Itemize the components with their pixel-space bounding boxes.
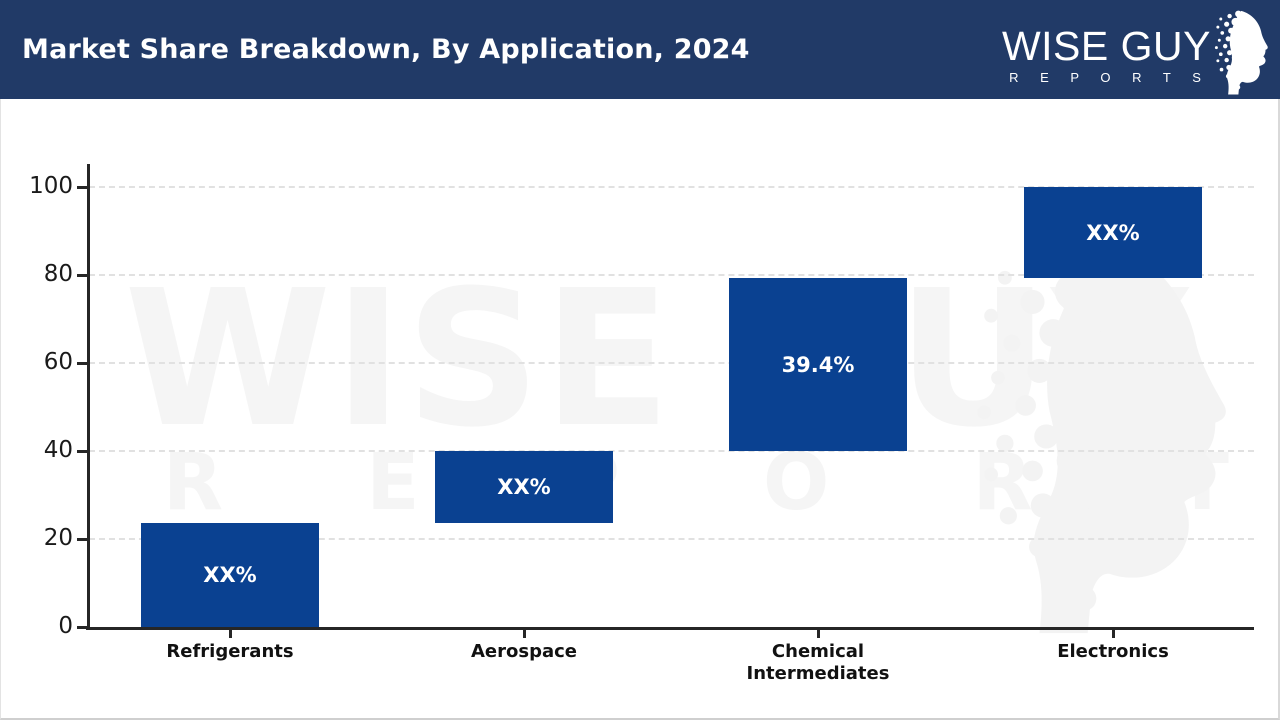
bar-aerospace: XX% [435, 451, 613, 524]
bar-chemical-intermediates: 39.4% [729, 278, 907, 452]
y-tick-label-100: 100 [29, 173, 73, 199]
y-tick-label-40: 40 [43, 437, 73, 463]
gridline-20 [89, 538, 1254, 540]
bar-electronics: XX% [1024, 187, 1202, 279]
y-tick-0 [77, 626, 87, 629]
y-tick-label-20: 20 [43, 525, 73, 551]
x-tick-2 [523, 630, 526, 638]
wise-guy-logo: WISE GUY R E P O R T S [1002, 6, 1273, 96]
y-axis [87, 164, 90, 630]
logo-wordmark: WISE GUY [1001, 22, 1211, 69]
x-tick-3 [817, 630, 820, 638]
y-tick-20 [77, 538, 87, 541]
y-tick-label-80: 80 [43, 261, 73, 287]
logo-text-block: WISE GUY R E P O R T S [1001, 22, 1211, 85]
x-category-label: Aerospace [470, 641, 577, 662]
gridline-100 [89, 186, 1254, 188]
x-category-label: Electronics [1057, 641, 1169, 662]
x-category-label: Refrigerants [166, 641, 294, 662]
y-tick-80 [77, 274, 87, 277]
gridline-60 [89, 362, 1254, 364]
watermark-wordmark: WISE GUY [124, 250, 1190, 469]
y-tick-40 [77, 450, 87, 453]
chart-title: Market Share Breakdown, By Application, … [22, 34, 750, 65]
bar-value-label: 39.4% [781, 352, 855, 377]
bar-refrigerants: XX% [141, 523, 319, 627]
bar-value-label: XX% [203, 563, 257, 588]
y-tick-60 [77, 362, 87, 365]
header-bar: Market Share Breakdown, By Application, … [0, 0, 1280, 99]
x-axis [86, 627, 1254, 630]
x-category-label: Chemical Intermediates [746, 641, 890, 684]
y-tick-100 [77, 186, 87, 189]
gridline-80 [89, 274, 1254, 276]
bar-value-label: XX% [497, 475, 551, 500]
y-tick-label-0: 0 [58, 613, 73, 639]
x-tick-4 [1112, 630, 1115, 638]
logo-reports-text: R E P O R T S [1009, 69, 1210, 85]
x-tick-1 [229, 630, 232, 638]
y-tick-label-60: 60 [43, 349, 73, 375]
gridline-40 [89, 450, 1254, 452]
bar-value-label: XX% [1086, 220, 1140, 245]
